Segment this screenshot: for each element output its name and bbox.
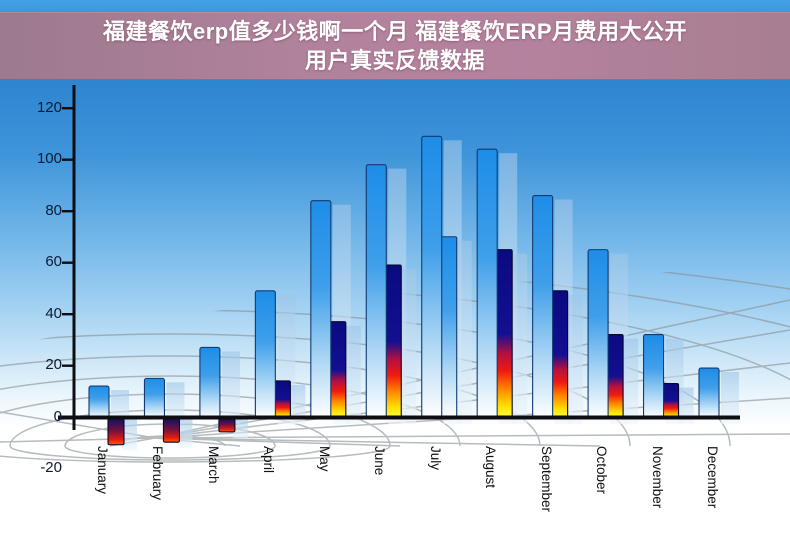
bar-September-secondary: [551, 290, 569, 419]
month-label-june: June: [372, 446, 388, 476]
month-label-may: May: [316, 446, 332, 472]
bar-November-primary: [642, 334, 665, 419]
bar-shadow-May-secondary: [345, 325, 361, 424]
bar-September-primary: [532, 195, 554, 419]
y-axis-label-80: 80: [45, 201, 62, 219]
month-label-february: February: [150, 446, 166, 501]
bar-shadow-February-secondary: [177, 419, 193, 449]
bar-January-secondary: [107, 418, 125, 446]
month-label-january: January: [95, 446, 110, 495]
bar-November-secondary: [661, 382, 680, 419]
month-label-november: November: [649, 446, 665, 509]
bar-May-primary: [310, 200, 332, 419]
month-label-april: April: [261, 446, 277, 474]
y-axis-label--20: -20: [40, 459, 62, 476]
bar-October-secondary: [606, 334, 624, 419]
y-tick-0: [62, 416, 73, 419]
bar-shadow-October-secondary: [623, 338, 639, 424]
bar-July-secondary: [440, 236, 458, 419]
bar-October-primary: [587, 249, 609, 419]
bar-February-secondary: [162, 418, 181, 443]
banner-title-line2: 用户真实反馈数据: [304, 48, 485, 73]
y-tick-100: [62, 158, 73, 161]
month-label-december: December: [704, 446, 720, 509]
y-tick-80: [62, 210, 73, 213]
month-label-march: March: [205, 446, 221, 484]
bar-April-primary: [254, 290, 276, 419]
bar-January-primary: [88, 385, 110, 419]
y-axis-label-120: 120: [36, 98, 62, 116]
month-label-september: September: [538, 446, 554, 513]
axes: [58, 85, 740, 430]
bar-shadow-January-secondary: [122, 419, 137, 451]
bar-shadow-March-primary: [221, 351, 240, 424]
y-axis-label-20: 20: [45, 356, 62, 373]
y-tick-40: [62, 313, 73, 316]
bar-August-secondary: [495, 249, 513, 419]
bar-April-secondary: [273, 380, 291, 419]
bar-shadow-March-secondary: [232, 419, 248, 438]
bar-December-primary: [698, 367, 720, 419]
banner-title-line1: 福建餐饮erp值多少钱啊一个月 福建餐饮ERP月费用大公开: [102, 19, 688, 44]
y-axis-line: [72, 85, 76, 430]
y-tick-60: [62, 261, 73, 264]
bar-shadow-April-secondary: [290, 384, 306, 424]
y-tick-120: [62, 107, 73, 110]
y-tick-20: [62, 364, 73, 367]
bar-May-secondary: [329, 321, 347, 419]
y-axis-label-0: 0: [53, 407, 62, 425]
month-label-august: August: [483, 446, 499, 489]
bar-February-primary: [143, 377, 166, 419]
y-axis-label-100: 100: [36, 150, 62, 167]
y-axis-ticks: [62, 107, 73, 419]
bar-shadow-July-secondary: [456, 240, 472, 424]
bar-shadow-August-secondary: [512, 253, 528, 424]
bar-June-primary: [365, 164, 387, 419]
month-label-july: July: [427, 446, 443, 471]
y-axis-label-40: 40: [45, 304, 62, 322]
x-axis-line: [58, 415, 740, 420]
bar-shadow-November-secondary: [678, 387, 694, 424]
y-axis-label-60: 60: [45, 253, 62, 270]
bar-July-primary: [421, 135, 443, 419]
bar-March-primary: [199, 346, 221, 419]
title-banner: 福建餐饮erp值多少钱啊一个月 福建餐饮ERP月费用大公开 用户真实反馈数据: [0, 12, 790, 80]
bar-shadow-February-primary: [166, 382, 185, 424]
bar-shadow-December-primary: [720, 372, 739, 424]
bar-June-secondary: [384, 264, 402, 419]
bar-August-primary: [476, 148, 498, 419]
bar-shadow-September-secondary: [567, 294, 583, 424]
month-label-october: October: [594, 446, 610, 495]
bar-shadow-June-secondary: [401, 269, 417, 424]
bar-March-secondary: [218, 418, 236, 433]
bars-layer: [88, 135, 739, 451]
